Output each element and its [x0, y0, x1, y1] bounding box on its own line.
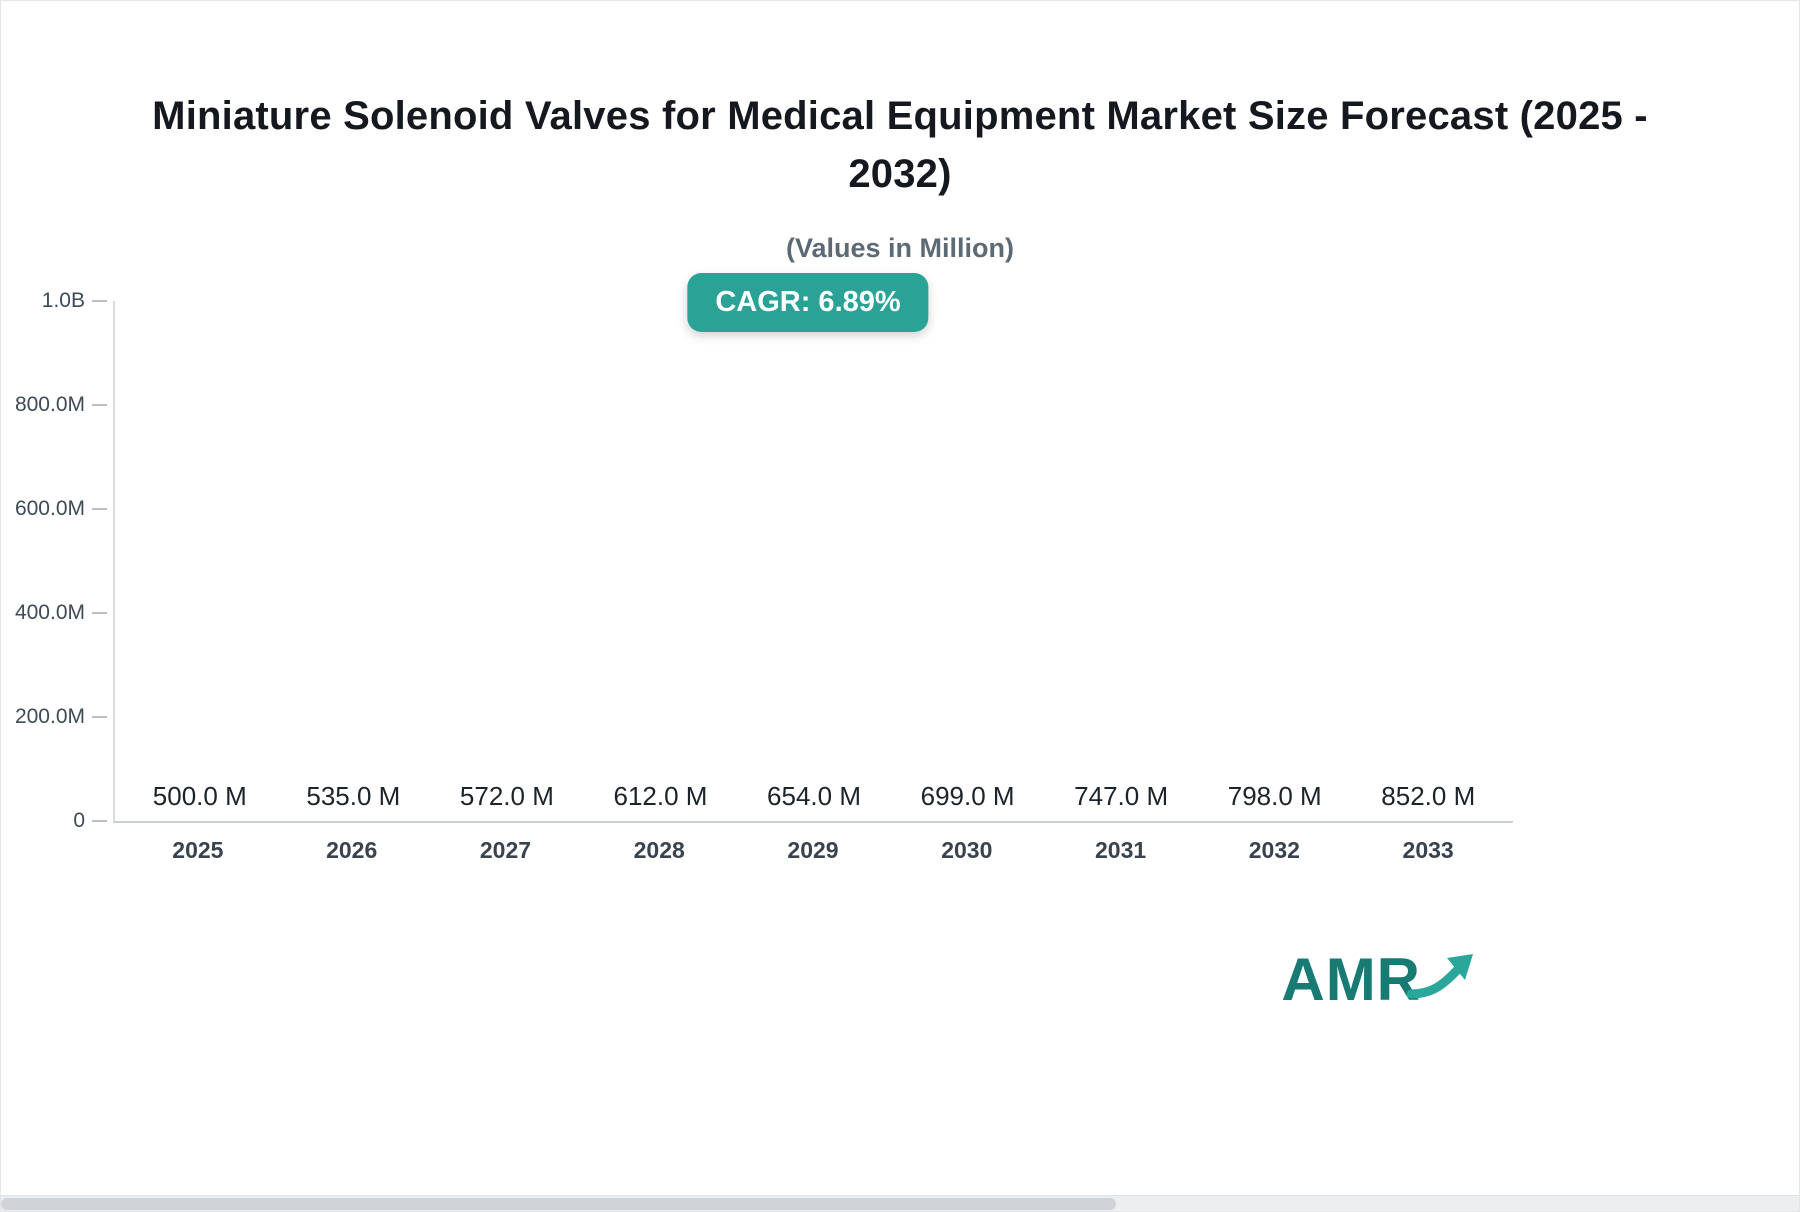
x-axis-labels: 2025 2026 2027 2028 2029 2030 2031 2032 2033	[113, 837, 1513, 864]
bar-group: 852.0 M	[1352, 781, 1506, 821]
chart-title: Miniature Solenoid Valves for Medical Eq…	[152, 94, 1648, 196]
horizontal-scrollbar-thumb[interactable]	[1, 1198, 1116, 1210]
bar-value-label: 798.0 M	[1227, 781, 1322, 811]
amr-logo-text: AMR	[1281, 946, 1421, 1013]
bar-group: 535.0 M	[277, 781, 431, 821]
bar-value-label: 747.0 M	[1074, 781, 1169, 811]
bar-group: 500.0 M	[123, 781, 277, 821]
y-tick-dash	[92, 404, 107, 406]
horizontal-scrollbar-track[interactable]	[1, 1195, 1799, 1211]
x-axis-label: 2029	[787, 837, 839, 863]
x-axis-label: 2033	[1402, 837, 1454, 863]
x-axis-label: 2030	[941, 837, 993, 863]
x-axis-label: 2025	[172, 837, 224, 863]
chart-subtitle: (Values in Million)	[785, 233, 1015, 263]
amr-logo-arrow-icon	[1407, 953, 1473, 998]
bar-value-label: 535.0 M	[306, 781, 401, 811]
bar-value-label: 852.0 M	[1381, 781, 1476, 811]
y-tick-label: 200.0M	[14, 705, 85, 728]
bar-group: 747.0 M	[1044, 781, 1198, 821]
bar-value-label: 572.0 M	[459, 781, 554, 811]
bar-value-label: 612.0 M	[613, 781, 708, 811]
y-tick-label: 800.0M	[14, 393, 85, 416]
bar-value-label: 699.0 M	[920, 781, 1015, 811]
y-tick-dash	[92, 300, 107, 302]
y-tick-dash	[92, 716, 107, 718]
cagr-badge: CAGR: 6.89%	[687, 273, 929, 332]
bar-group: 612.0 M	[584, 781, 738, 821]
plot-area: 1.0B 800.0M 600.0M 400.0M 200.0M 0 500.0 M 535…	[15, 289, 1513, 832]
bar-group: 699.0 M	[891, 781, 1045, 821]
y-tick-label: 0	[73, 809, 85, 832]
bar-group: 654.0 M	[737, 781, 891, 821]
bar-group: 572.0 M	[430, 781, 584, 821]
bar-value-label: 500.0 M	[152, 781, 247, 811]
bar-group: 798.0 M	[1198, 781, 1352, 821]
bar-value-label: 654.0 M	[767, 781, 861, 811]
x-axis-label: 2026	[326, 837, 378, 863]
bars-row: 500.0 M 535.0 M 572.0 M 612.0 M 654.0 M 699.0…	[115, 301, 1513, 821]
y-tick-label: 1.0B	[41, 289, 85, 312]
x-axis-label: 2032	[1248, 837, 1300, 863]
y-tick-dash	[92, 508, 107, 510]
amr-logo: AMR	[1281, 945, 1477, 1014]
y-tick-dash	[92, 820, 107, 822]
y-tick-dash	[92, 612, 107, 614]
x-axis-label: 2028	[633, 837, 685, 863]
x-axis-label: 2027	[479, 837, 532, 863]
y-tick-label: 600.0M	[14, 497, 85, 520]
x-axis-label: 2031	[1094, 837, 1147, 863]
y-tick-label: 400.0M	[14, 601, 85, 624]
